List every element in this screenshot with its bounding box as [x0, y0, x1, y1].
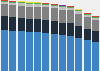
Bar	[84, 40, 91, 71]
Bar	[92, 18, 99, 20]
Bar	[51, 5, 58, 6]
Bar	[42, 33, 49, 71]
Bar	[67, 8, 74, 10]
Bar	[42, 5, 49, 7]
Bar	[92, 31, 99, 42]
Bar	[84, 15, 91, 17]
Bar	[67, 36, 74, 71]
Bar	[75, 11, 82, 14]
Bar	[51, 8, 58, 21]
Bar	[9, 3, 16, 5]
Bar	[42, 4, 49, 5]
Bar	[9, 17, 16, 31]
Bar	[1, 1, 8, 2]
Bar	[42, 7, 49, 20]
Bar	[18, 6, 25, 18]
Bar	[18, 1, 25, 2]
Bar	[34, 4, 41, 7]
Bar	[1, 16, 8, 30]
Bar	[26, 3, 33, 4]
Bar	[42, 3, 49, 4]
Bar	[75, 9, 82, 10]
Bar	[92, 16, 99, 17]
Bar	[1, 0, 8, 1]
Bar	[92, 42, 99, 71]
Bar	[59, 23, 66, 35]
Bar	[75, 38, 82, 71]
Bar	[84, 12, 91, 13]
Bar	[34, 7, 41, 19]
Bar	[18, 18, 25, 31]
Bar	[75, 14, 82, 26]
Bar	[18, 2, 25, 3]
Bar	[34, 3, 41, 4]
Bar	[26, 2, 33, 3]
Bar	[51, 21, 58, 34]
Bar	[34, 32, 41, 71]
Bar	[26, 4, 33, 7]
Bar	[75, 10, 82, 11]
Bar	[59, 5, 66, 6]
Bar	[51, 4, 58, 5]
Bar	[9, 0, 16, 1]
Bar	[51, 6, 58, 8]
Bar	[84, 14, 91, 15]
Bar	[59, 35, 66, 71]
Bar	[75, 26, 82, 38]
Bar	[84, 13, 91, 14]
Bar	[92, 17, 99, 18]
Bar	[51, 34, 58, 71]
Bar	[84, 17, 91, 29]
Bar	[34, 19, 41, 32]
Bar	[26, 32, 33, 71]
Bar	[67, 6, 74, 7]
Bar	[84, 29, 91, 40]
Bar	[59, 7, 66, 10]
Bar	[26, 19, 33, 32]
Bar	[9, 5, 16, 17]
Bar	[67, 10, 74, 24]
Bar	[1, 30, 8, 71]
Bar	[42, 20, 49, 33]
Bar	[34, 2, 41, 3]
Bar	[9, 2, 16, 3]
Bar	[59, 10, 66, 23]
Bar	[9, 31, 16, 71]
Bar	[9, 1, 16, 2]
Bar	[18, 3, 25, 6]
Bar	[67, 7, 74, 8]
Bar	[59, 6, 66, 7]
Bar	[92, 20, 99, 31]
Bar	[1, 2, 8, 4]
Bar	[18, 31, 25, 71]
Bar	[67, 24, 74, 36]
Bar	[26, 7, 33, 19]
Bar	[1, 4, 8, 16]
